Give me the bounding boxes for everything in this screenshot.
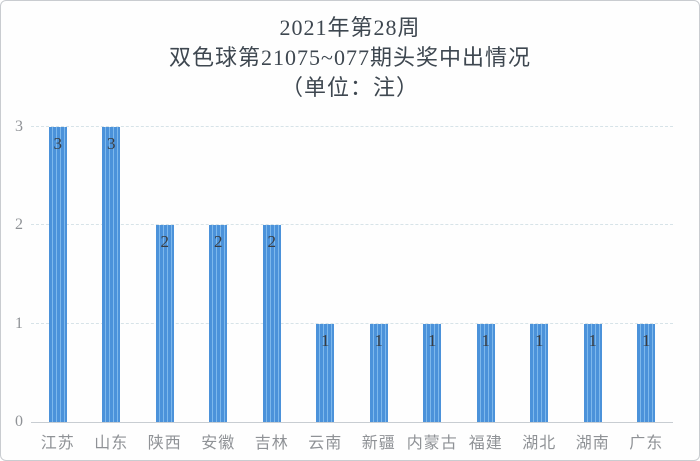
bar: 2 bbox=[155, 225, 174, 422]
x-axis-label: 安徽 bbox=[201, 435, 236, 452]
gridline bbox=[31, 126, 673, 127]
bar: 1 bbox=[530, 323, 549, 422]
chart-title-line-2: 双色球第21075~077期头奖中出情况 bbox=[169, 45, 531, 70]
gridline bbox=[31, 224, 673, 226]
bar-value-label: 1 bbox=[481, 330, 491, 350]
y-axis-labels: 0 1 2 3 bbox=[1, 118, 23, 430]
x-axis-label: 湖南 bbox=[575, 435, 610, 452]
gridline bbox=[31, 322, 673, 324]
y-axis-tick-label: 0 bbox=[15, 413, 23, 430]
x-axis-label: 江苏 bbox=[40, 435, 75, 452]
x-axis-label: 云南 bbox=[308, 435, 343, 452]
bar-slot: 1 福建 bbox=[459, 127, 513, 452]
bar-slot: 1 云南 bbox=[299, 127, 353, 452]
bar-value-label: 1 bbox=[321, 330, 330, 350]
bar: 1 bbox=[583, 323, 602, 422]
bar-value-label: 1 bbox=[428, 330, 437, 350]
bar-value-label: 1 bbox=[535, 330, 544, 350]
bar: 3 bbox=[48, 127, 67, 422]
x-axis-label: 陕西 bbox=[147, 435, 182, 452]
y-axis-tick-label: 1 bbox=[15, 314, 23, 332]
bar-value-label: 1 bbox=[588, 330, 598, 350]
bar: 1 bbox=[369, 323, 388, 422]
bar-slot: 1 新疆 bbox=[352, 127, 406, 452]
chart-title-line-3: （单位：注） bbox=[280, 75, 419, 100]
bar-slot: 1 湖北 bbox=[513, 127, 567, 452]
bar-value-label: 2 bbox=[214, 232, 223, 252]
x-axis-label: 新疆 bbox=[361, 435, 396, 452]
bar-value-label: 3 bbox=[107, 134, 116, 153]
bar-slot: 1 广东 bbox=[620, 127, 674, 452]
bar-slot: 2 安徽 bbox=[192, 127, 246, 452]
bar: 1 bbox=[316, 323, 335, 422]
bar: 1 bbox=[476, 323, 495, 422]
x-axis-label: 内蒙古 bbox=[406, 435, 458, 452]
x-axis-label: 福建 bbox=[468, 435, 503, 452]
y-axis-tick-label: 3 bbox=[15, 118, 23, 135]
bar: 3 bbox=[102, 127, 121, 422]
bar: 1 bbox=[423, 323, 442, 422]
bar-slot: 1 湖南 bbox=[566, 127, 620, 452]
x-axis-label: 广东 bbox=[629, 435, 664, 452]
bar: 2 bbox=[262, 225, 281, 422]
bar: 2 bbox=[209, 225, 228, 422]
bar-slot: 3 江苏 bbox=[31, 127, 85, 452]
bar: 1 bbox=[637, 323, 656, 422]
bar-slot: 2 陕西 bbox=[138, 127, 192, 452]
bars-container: 3 江苏 3 山东 2 陕西 2 安徽 2 吉林 1 云南 1 新疆 1 内蒙古 1 福建 1 湖北 1 湖南 1 广东 bbox=[31, 127, 674, 452]
bar-slot: 3 山东 bbox=[85, 127, 139, 452]
x-axis-label: 吉林 bbox=[254, 435, 289, 452]
bar-value-label: 1 bbox=[642, 330, 651, 350]
plot-area: 3 江苏 3 山东 2 陕西 2 安徽 2 吉林 1 云南 1 新疆 1 内蒙古 1 福建 1 湖北 1 湖南 1 广东 bbox=[31, 126, 674, 452]
bar-value-label: 1 bbox=[374, 330, 384, 350]
bar-value-label: 2 bbox=[267, 232, 277, 252]
chart-title: 2021年第28周 双色球第21075~077期头奖中出情况 （单位：注） bbox=[1, 13, 699, 103]
bar-value-label: 2 bbox=[160, 232, 170, 252]
chart-title-line-1: 2021年第28周 bbox=[279, 15, 421, 40]
x-axis-label: 山东 bbox=[94, 435, 129, 452]
bar-slot: 2 吉林 bbox=[245, 127, 299, 452]
bar-slot: 1 内蒙古 bbox=[406, 127, 460, 452]
y-axis-tick-label: 2 bbox=[15, 216, 23, 234]
bar-value-label: 3 bbox=[53, 134, 63, 153]
x-axis-label: 湖北 bbox=[522, 435, 557, 452]
